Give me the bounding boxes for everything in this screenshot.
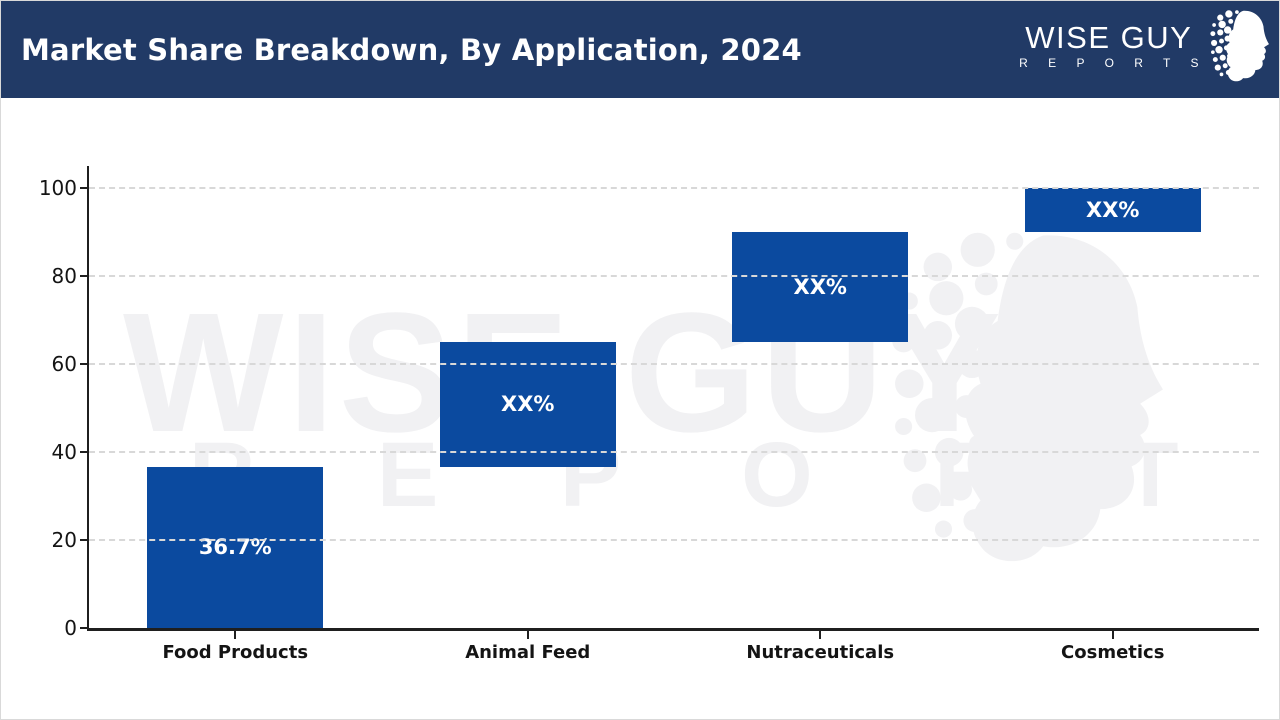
bar-value-label: XX% [793,275,847,299]
x-tick-mark [526,631,529,639]
x-tick-mark [234,631,237,639]
y-tick-mark [80,363,89,365]
y-tick-mark [80,451,89,453]
waterfall-chart: 0 20 40 60 80 100 36.7% Food Products XX% Animal … [1,98,1279,719]
y-tick-mark [80,627,89,629]
gridline [89,451,1259,453]
gridline [89,187,1259,189]
y-axis-tick-label: 40 [51,440,77,464]
y-axis-tick-label: 0 [64,616,77,640]
x-category-label: Animal Feed [465,642,591,663]
brand-logo: WISE GUY R E P O R T S [1011,9,1271,83]
brand-logo-text: WISE GUY R E P O R T S [1011,19,1207,71]
y-tick-mark [80,275,89,277]
y-axis-tick-label: 80 [51,264,77,288]
gridline [89,363,1259,365]
x-category-label: Cosmetics [1061,642,1165,663]
gridline [89,539,1259,541]
x-axis-line [87,628,1259,631]
bar-value-label: XX% [1086,198,1140,222]
y-tick-mark [80,539,89,541]
x-tick-mark [819,631,822,639]
x-category-label: Food Products [162,642,309,663]
watermark-face-icon [885,227,1173,569]
bar-cosmetics: XX% [1024,188,1201,232]
x-tick-mark [1111,631,1114,639]
y-tick-mark [80,187,89,189]
header-band: Market Share Breakdown, By Application, … [1,1,1279,98]
y-axis-tick-label: 100 [38,176,77,200]
brand-name: WISE GUY [1025,19,1193,55]
bar-value-label: XX% [501,392,555,417]
page-title: Market Share Breakdown, By Application, … [21,32,802,67]
brand-face-icon [1209,9,1271,83]
bar-food-products: 36.7% [147,466,324,628]
gridline [89,275,1259,277]
brand-subname: R E P O R T S [1019,56,1207,71]
y-axis-line [87,166,89,631]
y-axis-tick-label: 20 [51,528,77,552]
y-axis-tick-label: 60 [51,352,77,376]
bar-animal-feed: XX% [439,342,616,467]
x-category-label: Nutraceuticals [746,642,895,663]
bar-nutraceuticals: XX% [732,232,909,342]
